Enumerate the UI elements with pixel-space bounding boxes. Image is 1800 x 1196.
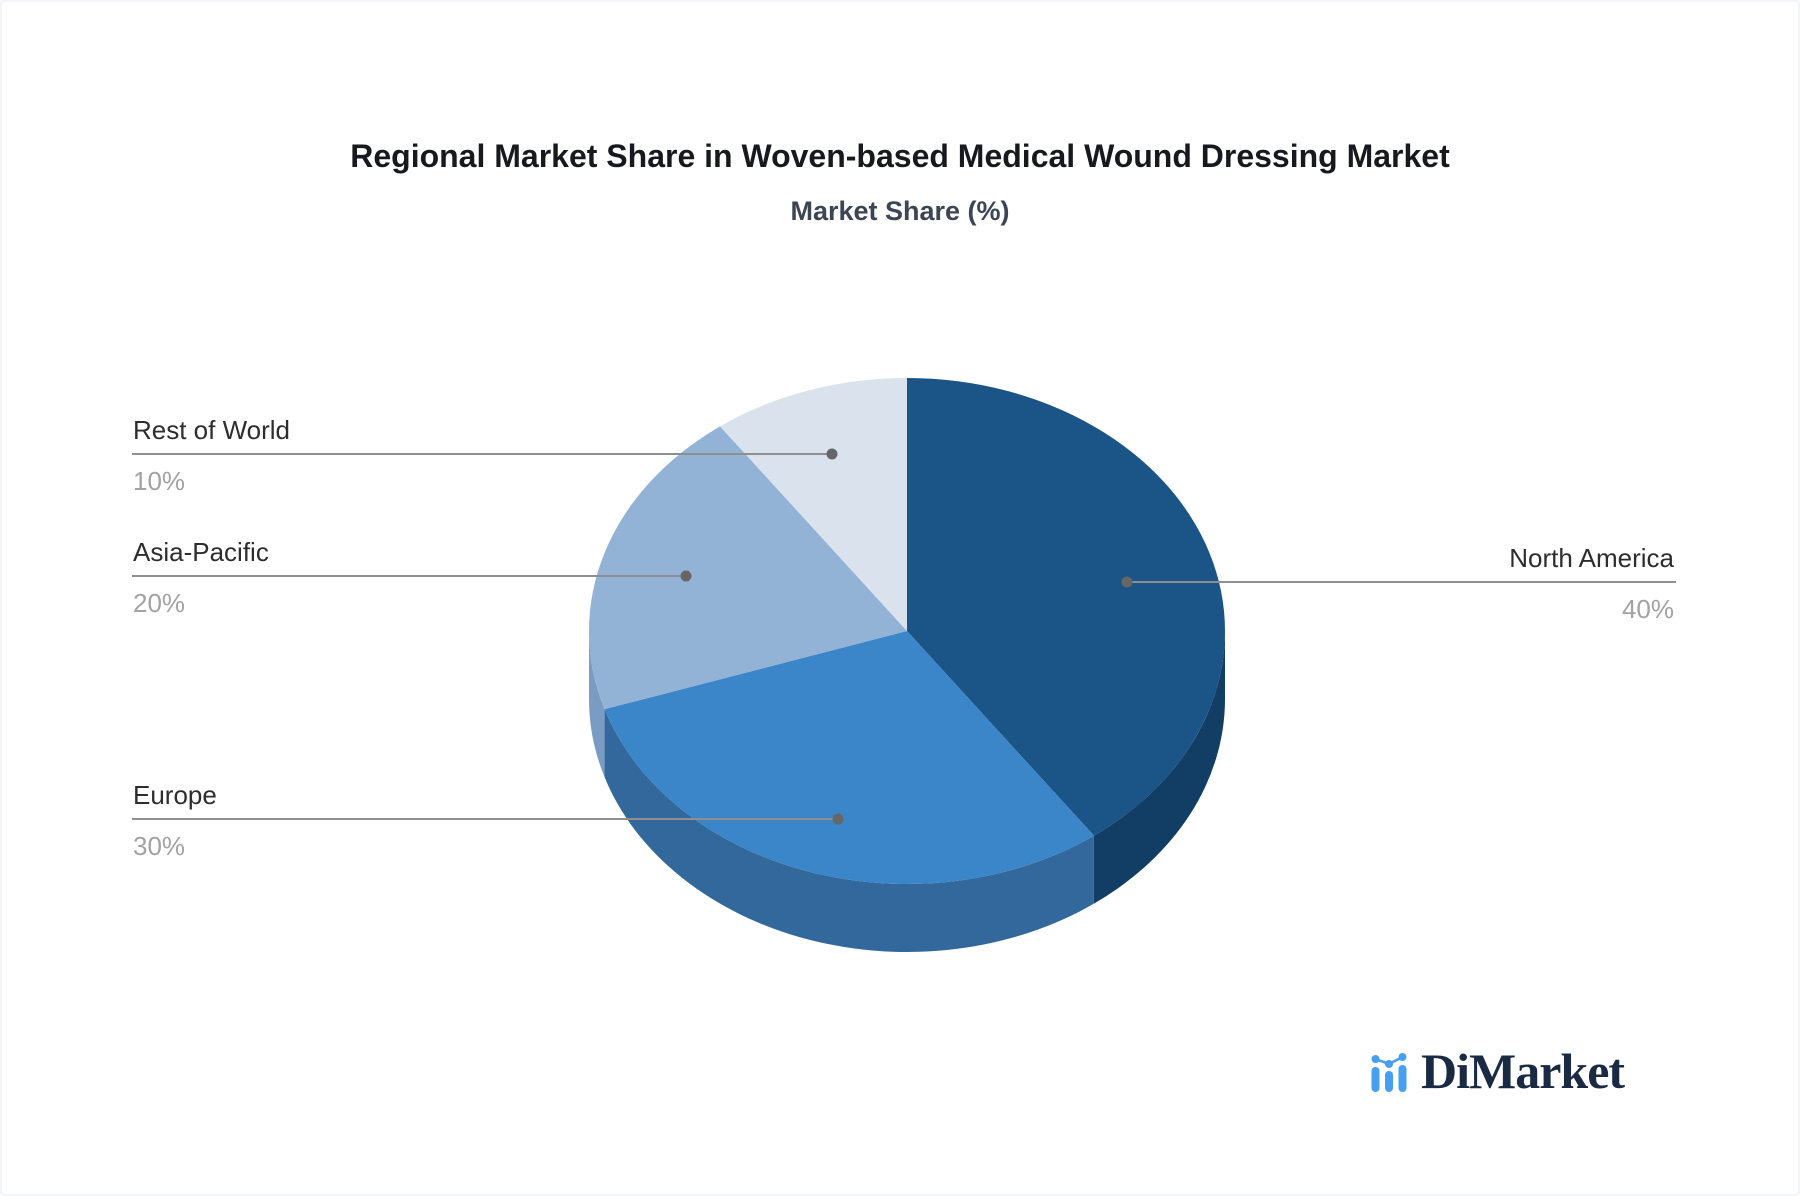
leader-dot-rest-of-world	[826, 448, 838, 460]
dimarket-logo: DiMarket	[1369, 1043, 1625, 1099]
pie-slice-north-america-side	[1093, 631, 1225, 904]
pie-slice-europe[interactable]	[604, 631, 1094, 884]
leader-dot-north-america	[1121, 576, 1133, 588]
pie-slice-europe-side	[604, 709, 1094, 952]
pie-slice-asia-pacific-side	[589, 631, 605, 778]
leader-dot-europe	[832, 813, 844, 825]
chart-subtitle: Market Share (%)	[790, 196, 1010, 226]
dimarket-logo-text: DiMarket	[1421, 1043, 1625, 1099]
bar-chart-logo-icon	[1371, 1052, 1407, 1092]
pie-slice-north-america[interactable]	[907, 378, 1225, 836]
leader-dot-asia-pacific	[680, 570, 692, 582]
chart-title: Regional Market Share in Woven-based Med…	[350, 138, 1450, 174]
pie-slice-asia-pacific[interactable]	[589, 426, 907, 710]
pie-slice-rest-of-world[interactable]	[720, 378, 907, 631]
